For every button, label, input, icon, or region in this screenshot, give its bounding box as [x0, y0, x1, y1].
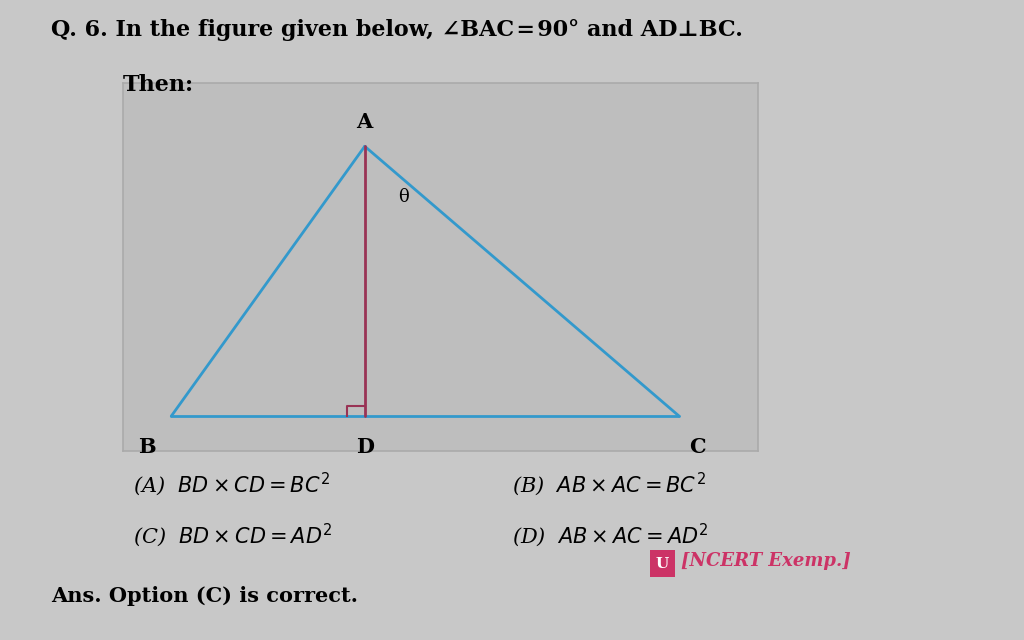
Text: B: B [138, 437, 156, 457]
Text: (B)  $AB \times AC = BC^2$: (B) $AB \times AC = BC^2$ [512, 470, 706, 498]
Text: (A)  $BD \times CD = BC^2$: (A) $BD \times CD = BC^2$ [133, 470, 331, 498]
Text: Q. 6. In the figure given below, ∠BAC = 90° and AD⊥BC.: Q. 6. In the figure given below, ∠BAC = … [51, 19, 743, 41]
Text: Ans. Option (C) is correct.: Ans. Option (C) is correct. [51, 586, 358, 605]
Text: U: U [656, 557, 669, 571]
Text: θ: θ [398, 188, 409, 206]
Text: A: A [356, 112, 373, 132]
Text: C: C [689, 437, 706, 457]
Text: D: D [355, 437, 374, 457]
Text: [NCERT Exemp.]: [NCERT Exemp.] [681, 552, 851, 570]
Text: Then:: Then: [123, 74, 194, 95]
Text: (C)  $BD \times CD = AD^2$: (C) $BD \times CD = AD^2$ [133, 522, 333, 549]
Text: (D)  $AB \times AC = AD^2$: (D) $AB \times AC = AD^2$ [512, 522, 709, 549]
